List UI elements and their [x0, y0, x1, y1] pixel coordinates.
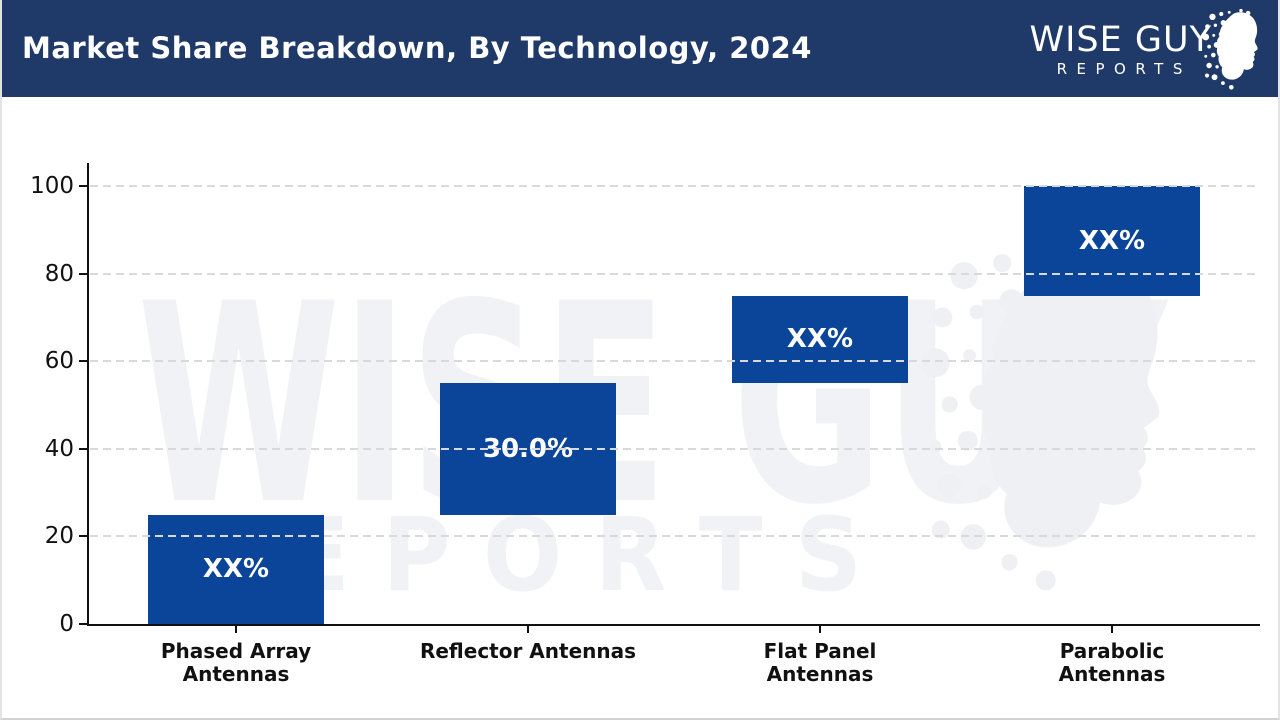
- x-axis-tick-labels: Phased Array Antennas Reflector Antennas F…: [90, 640, 1258, 700]
- xtick-flat-panel-antennas: [819, 626, 821, 633]
- bar-phased-array-antennas: XX%: [148, 514, 324, 624]
- ytick-label-60: 60: [44, 348, 74, 375]
- logo-head-icon: [1200, 6, 1266, 94]
- gridline-60: [90, 360, 1258, 363]
- bar-value-label: XX%: [1078, 225, 1146, 256]
- y-axis-line: [87, 163, 89, 626]
- plot-area: XX% 30.0% XX% XX%: [79, 185, 1258, 633]
- y-axis-tick-labels: 0 20 40 60 80 100: [2, 173, 74, 637]
- xtick-label-flat-panel-antennas: Flat Panel Antennas: [763, 639, 877, 686]
- ytick-60: [79, 360, 89, 363]
- xtick-reflector-antennas: [527, 626, 529, 633]
- ytick-label-100: 100: [30, 173, 74, 199]
- xtick-label-parabolic-antennas: Parabolic Antennas: [1058, 639, 1166, 686]
- x-axis-line: [87, 624, 1260, 626]
- gridline-80: [90, 272, 1258, 275]
- ytick-100: [79, 185, 89, 187]
- xtick-phased-array-antennas: [235, 626, 237, 633]
- header-bar: Market Share Breakdown, By Technology, 2…: [2, 0, 1278, 97]
- xtick-parabolic-antennas: [1111, 626, 1113, 633]
- gridline-20: [90, 535, 1258, 538]
- logo-text: WISE GUY REPORTS: [1029, 22, 1212, 78]
- ytick-0: [79, 623, 89, 625]
- bar-value-label: XX%: [786, 324, 854, 355]
- gridline-100: [90, 185, 1258, 187]
- ytick-label-40: 40: [44, 435, 74, 462]
- xtick-label-phased-array-antennas: Phased Array Antennas: [160, 639, 312, 686]
- wiseguy-logo: WISE GUY REPORTS: [1029, 6, 1266, 94]
- chart-title: Market Share Breakdown, By Technology, 2…: [22, 31, 812, 65]
- ytick-label-0: 0: [59, 611, 74, 637]
- ytick-20: [79, 535, 89, 538]
- ytick-label-80: 80: [44, 260, 74, 287]
- ytick-40: [79, 447, 89, 450]
- bar-parabolic-antennas: XX%: [1024, 186, 1200, 296]
- xtick-label-reflector-antennas: Reflector Antennas: [419, 639, 637, 663]
- ytick-label-20: 20: [44, 523, 74, 550]
- bar-value-label: XX%: [202, 554, 270, 585]
- bar-flat-panel-antennas: XX%: [732, 295, 908, 384]
- ytick-80: [79, 272, 89, 275]
- logo-subtitle: REPORTS: [1056, 59, 1192, 78]
- logo-wordmark: WISE GUY: [1029, 20, 1212, 61]
- gridline-40: [90, 447, 1258, 450]
